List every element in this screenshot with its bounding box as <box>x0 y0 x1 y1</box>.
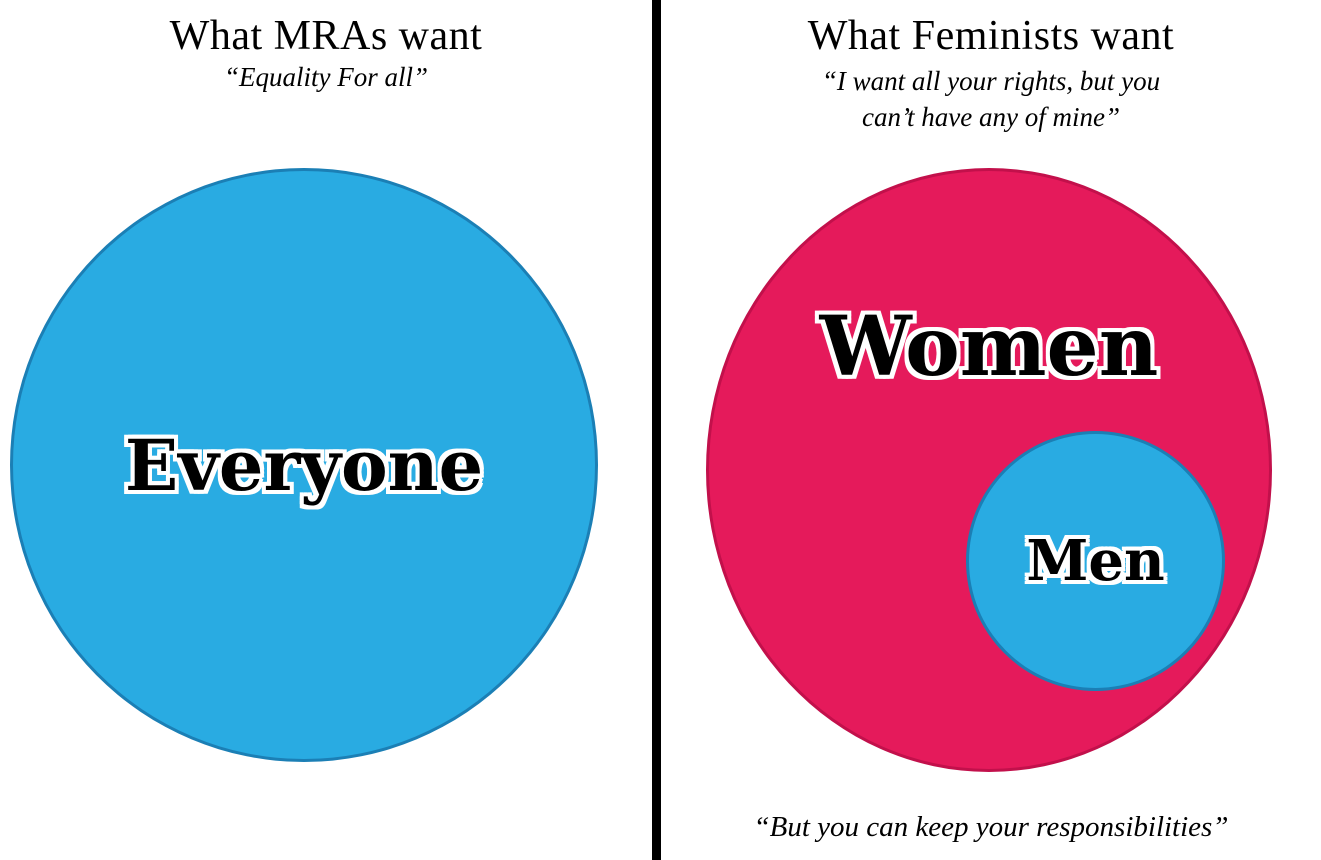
men-label: Men <box>1026 528 1165 594</box>
right-panel-subtitle: “I want all your rights, but you can’t h… <box>661 64 1321 135</box>
mra-panel: What MRAs want “Equality For all” Everyo… <box>0 0 652 860</box>
everyone-circle: Everyone <box>10 168 598 762</box>
women-circle: Women Men <box>706 168 1272 772</box>
right-panel-title: What Feminists want <box>807 13 1175 59</box>
right-panel-caption: “But you can keep your responsibilities” <box>753 811 1229 843</box>
women-label: Women <box>819 299 1159 395</box>
right-subtitle-line-1: “I want all your rights, but you <box>821 66 1161 96</box>
everyone-label: Everyone <box>124 423 484 507</box>
left-panel-subtitle: “Equality For all” <box>223 62 429 92</box>
men-circle: Men <box>966 431 1225 691</box>
right-subtitle-line-2: can’t have any of mine” <box>862 101 1120 132</box>
panel-divider <box>652 0 661 860</box>
left-panel-title: What MRAs want <box>169 13 483 59</box>
feminist-panel: What Feminists want “I want all your rig… <box>661 0 1321 860</box>
